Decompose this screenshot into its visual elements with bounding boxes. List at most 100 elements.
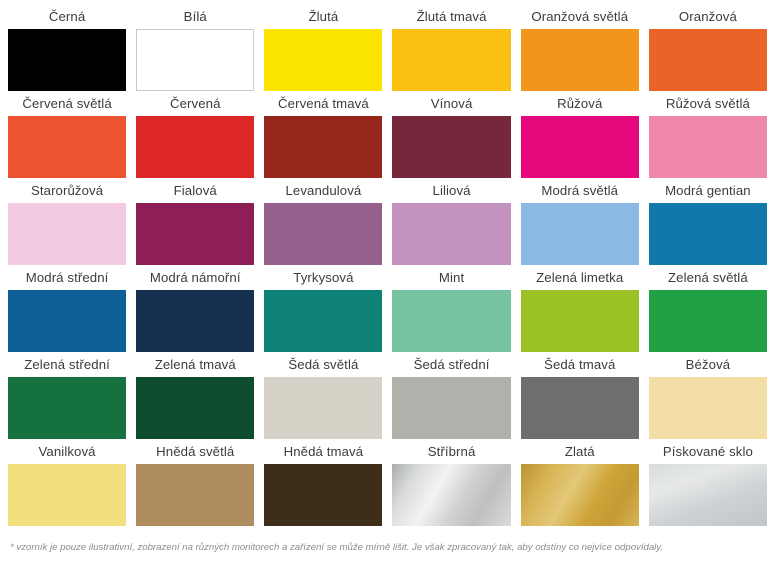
swatch-color-chip[interactable] [648,464,767,526]
swatch-color-chip[interactable] [136,464,255,526]
swatch-color-chip[interactable] [520,29,639,91]
swatch-color-chip[interactable] [648,116,767,178]
swatch-cell[interactable]: Starorůžová [8,178,127,265]
swatch-label: Šedá světlá [288,357,359,372]
swatch-color-chip[interactable] [8,290,127,352]
swatch-color-chip[interactable] [136,116,255,178]
swatch-cell[interactable]: Hnědá světlá [136,439,255,526]
swatch-color-chip[interactable] [392,203,511,265]
swatch-label: Zlatá [564,444,595,459]
swatch-label: Šedá tmavá [544,357,616,372]
swatch-label: Béžová [685,357,731,372]
swatch-cell[interactable]: Mint [392,265,511,352]
swatch-cell[interactable]: Modrá světlá [520,178,639,265]
swatch-cell[interactable]: Šedá střední [392,352,511,439]
swatch-color-chip[interactable] [520,377,639,439]
swatch-color-chip[interactable] [648,290,767,352]
swatch-label: Modrá gentian [665,183,751,198]
swatch-cell[interactable]: Hnědá tmavá [264,439,383,526]
swatch-color-chip[interactable] [392,290,511,352]
swatch-color-chip[interactable] [8,116,127,178]
swatch-label: Vínová [430,96,473,111]
swatch-color-chip[interactable] [136,203,255,265]
swatch-cell[interactable]: Modrá gentian [648,178,767,265]
swatch-label: Liliová [432,183,471,198]
swatch-cell[interactable]: Šedá tmavá [520,352,639,439]
swatch-cell[interactable]: Modrá námořní [136,265,255,352]
swatch-cell[interactable]: Pískované sklo [648,439,767,526]
swatch-color-chip[interactable] [8,464,127,526]
swatch-color-chip[interactable] [392,464,511,526]
swatch-color-chip[interactable] [392,29,511,91]
swatch-color-chip[interactable] [8,377,127,439]
swatch-cell[interactable]: Růžová světlá [648,91,767,178]
swatch-label: Fialová [173,183,217,198]
swatch-label: Žlutá [308,9,339,24]
swatch-cell[interactable]: Zelená limetka [520,265,639,352]
swatch-color-chip[interactable] [264,290,383,352]
swatch-cell[interactable]: Červená [136,91,255,178]
swatch-label: Hnědá světlá [156,444,235,459]
swatch-color-chip[interactable] [520,203,639,265]
swatch-color-chip[interactable] [136,377,255,439]
swatch-cell[interactable]: Růžová [520,91,639,178]
swatch-cell[interactable]: Žlutá tmavá [392,4,511,91]
footnote-text: * vzorník je pouze ilustrativní, zobraze… [10,542,664,553]
swatch-cell[interactable]: Levandulová [264,178,383,265]
swatch-cell[interactable]: Stříbrná [392,439,511,526]
swatch-cell[interactable]: Oranžová [648,4,767,91]
swatch-color-chip[interactable] [8,203,127,265]
swatch-cell[interactable]: Zelená světlá [648,265,767,352]
swatch-color-chip[interactable] [264,116,383,178]
swatch-color-chip[interactable] [264,377,383,439]
swatch-label: Oranžová světlá [531,9,629,24]
swatch-label: Vanilková [38,444,96,459]
swatch-color-chip[interactable] [264,464,383,526]
swatch-cell[interactable]: Červená světlá [8,91,127,178]
swatch-cell[interactable]: Modrá střední [8,265,127,352]
swatch-color-chip[interactable] [520,116,639,178]
swatch-cell[interactable]: Vanilková [8,439,127,526]
swatch-color-chip[interactable] [392,377,511,439]
swatch-cell[interactable]: Žlutá [264,4,383,91]
swatch-cell[interactable]: Béžová [648,352,767,439]
swatch-label: Růžová [557,96,603,111]
swatch-cell[interactable]: Zlatá [520,439,639,526]
swatch-color-chip[interactable] [520,464,639,526]
swatch-cell[interactable]: Černá [8,4,127,91]
swatch-label: Pískované sklo [662,444,753,459]
swatch-label: Černá [48,9,86,24]
swatch-label: Mint [438,270,465,285]
swatch-cell[interactable]: Zelená střední [8,352,127,439]
swatch-color-chip[interactable] [136,29,255,91]
swatch-label: Modrá světlá [541,183,619,198]
swatch-color-chip[interactable] [264,29,383,91]
swatch-color-chip[interactable] [392,116,511,178]
swatch-color-chip[interactable] [648,29,767,91]
swatch-color-chip[interactable] [520,290,639,352]
swatch-cell[interactable]: Tyrkysová [264,265,383,352]
swatch-label: Hnědá tmavá [283,444,364,459]
swatch-label: Stříbrná [427,444,476,459]
swatch-cell[interactable]: Zelená tmavá [136,352,255,439]
swatch-label: Žlutá tmavá [416,9,487,24]
swatch-label: Zelená světlá [668,270,748,285]
swatch-label: Starorůžová [30,183,104,198]
swatch-cell[interactable]: Červená tmavá [264,91,383,178]
swatch-color-chip[interactable] [648,203,767,265]
color-swatch-grid: Černá Bílá Žlutá Žlutá tmavá Oranžová světlá… [8,4,767,526]
swatch-cell[interactable]: Oranžová světlá [520,4,639,91]
swatch-cell[interactable]: Vínová [392,91,511,178]
swatch-label: Modrá střední [25,270,109,285]
swatch-cell[interactable]: Liliová [392,178,511,265]
swatch-color-chip[interactable] [264,203,383,265]
swatch-label: Zelená střední [24,357,110,372]
swatch-cell[interactable]: Šedá světlá [264,352,383,439]
swatch-color-chip[interactable] [136,290,255,352]
swatch-color-chip[interactable] [8,29,127,91]
swatch-label: Šedá střední [413,357,490,372]
swatch-color-chip[interactable] [648,377,767,439]
swatch-cell[interactable]: Bílá [136,4,255,91]
swatch-cell[interactable]: Fialová [136,178,255,265]
